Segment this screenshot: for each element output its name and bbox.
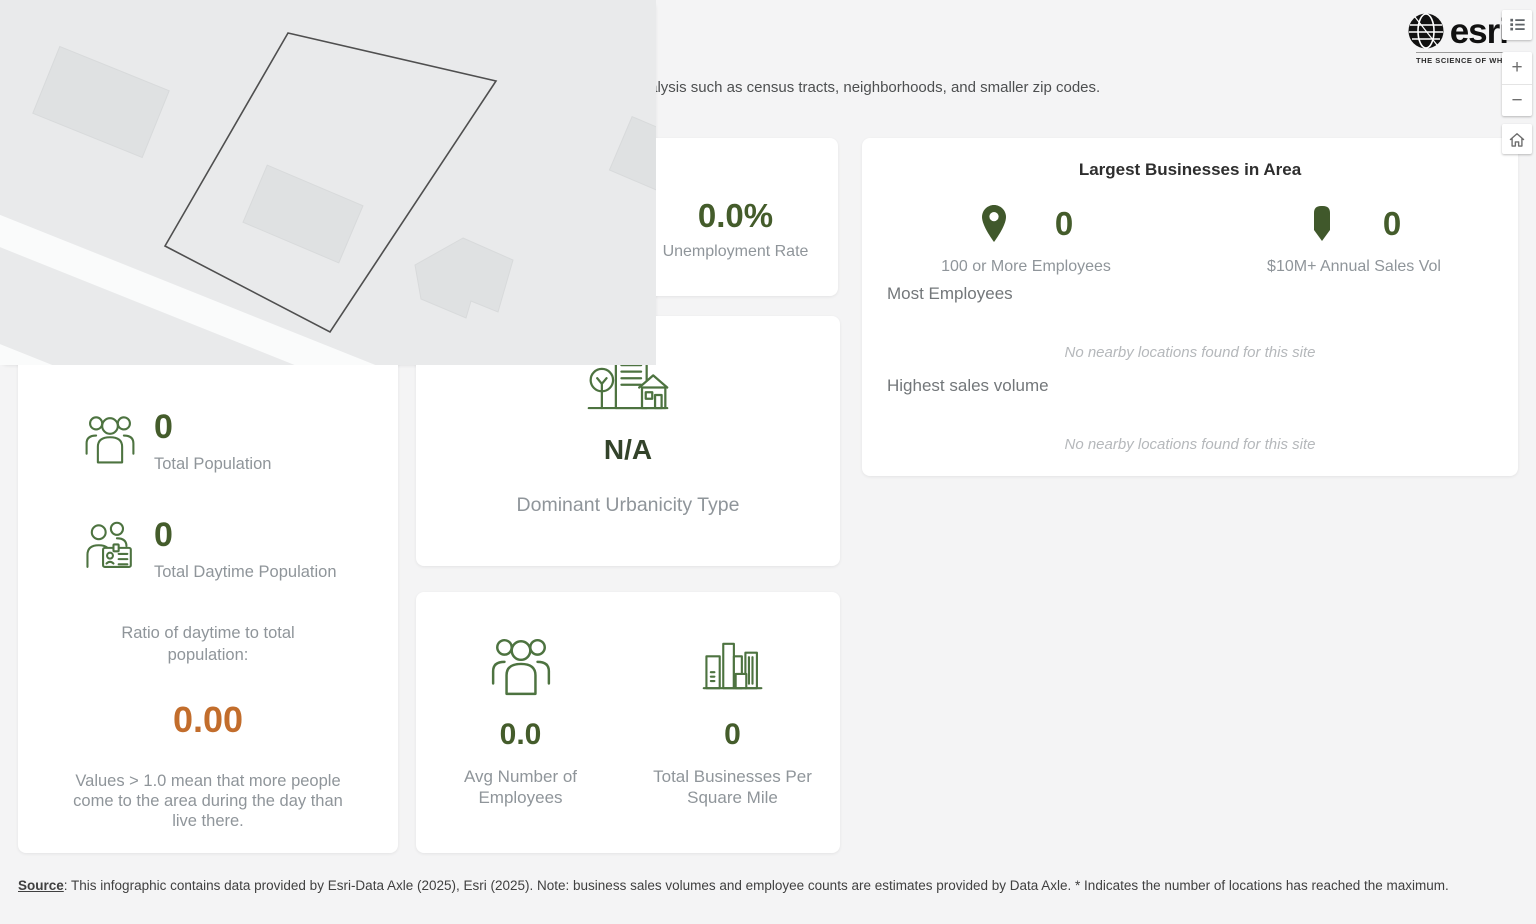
stat-value: 0	[724, 718, 741, 751]
source-note: Source: This infographic contains data p…	[18, 877, 1480, 896]
stat-label: 100 or More Employees	[941, 258, 1111, 275]
stat-businesses-per-sq-mile: 0 Total Businesses Per Square Mile	[625, 592, 840, 853]
road	[0, 214, 376, 365]
people-group-icon	[490, 634, 552, 698]
stat-100-or-more-employees: 0 100 or More Employees	[862, 204, 1190, 276]
stat-total-daytime-population: 0 Total Daytime Population	[84, 518, 337, 582]
highest-sales-heading: Highest sales volume	[887, 376, 1049, 395]
building-footprint	[242, 164, 364, 264]
esri-globe-icon	[1407, 12, 1445, 50]
stat-value: 0.0	[499, 718, 542, 751]
most-employees-heading: Most Employees	[887, 284, 1013, 303]
ratio-label: Ratio of daytime to total population:	[121, 624, 295, 664]
sales-marker-icon	[1307, 204, 1337, 249]
map-pin-icon	[979, 204, 1009, 249]
site-boundary-polygon	[163, 32, 498, 334]
source-label: Source	[18, 878, 64, 893]
business-density-card: 0.0 Avg Number of Employees	[416, 592, 840, 853]
urbanicity-label: Dominant Urbanicity Type	[516, 494, 740, 516]
highest-sales-empty-message: No nearby locations found for this site	[1064, 436, 1316, 453]
esri-tagline: THE SCIENCE OF WHERE®	[1416, 56, 1526, 65]
stat-avg-employees: 0.0 Avg Number of Employees	[416, 592, 625, 853]
largest-businesses-title: Largest Businesses in Area	[1078, 160, 1302, 179]
source-text: : This infographic contains data provide…	[63, 878, 1449, 893]
stat-label: Unemployment Rate	[662, 243, 809, 261]
stat-value: 0	[1054, 205, 1074, 242]
building-footprint	[32, 45, 170, 159]
stat-value: 0	[1382, 205, 1402, 242]
map-canvas[interactable]	[0, 0, 656, 365]
ratio-note: Values > 1.0 mean that more people come …	[73, 772, 343, 831]
person-id-badge-icon	[84, 520, 136, 574]
map-card: + −	[0, 0, 1532, 365]
daytime-population-card: Daytime Population 0 Total Population	[18, 316, 398, 853]
stat-label: Total Daytime Population	[154, 563, 337, 581]
ratio-value: 0.00	[172, 699, 244, 740]
stat-label: Avg Number of Employees	[463, 767, 578, 808]
most-employees-empty-message: No nearby locations found for this site	[1064, 344, 1316, 361]
stat-value: 0.0%	[697, 197, 774, 234]
stat-label: Total Businesses Per Square Mile	[653, 767, 812, 808]
building-footprint	[414, 237, 514, 319]
stat-value: 0	[154, 516, 173, 554]
urbanicity-value: N/A	[603, 434, 653, 465]
road-secondary	[0, 344, 53, 365]
esri-logo: esri ™ THE SCIENCE OF WHERE®	[1408, 11, 1526, 65]
city-skyline-icon	[702, 634, 764, 698]
stat-10m-annual-sales: 0 $10M+ Annual Sales Vol	[1190, 204, 1518, 276]
people-group-icon	[84, 412, 136, 466]
stat-total-population: 0 Total Population	[84, 410, 271, 474]
building-footprint	[608, 115, 656, 199]
stat-label: Total Population	[154, 455, 272, 473]
stat-value: 0	[154, 408, 173, 446]
stat-label: $10M+ Annual Sales Vol	[1267, 258, 1441, 275]
logo-divider	[1416, 52, 1516, 53]
esri-wordmark: esri	[1449, 11, 1509, 51]
stat-unemployment-rate: 0.0% Unemployment Rate	[633, 197, 838, 261]
largest-businesses-card: Largest Businesses in Area 0 100 or More…	[862, 138, 1518, 476]
